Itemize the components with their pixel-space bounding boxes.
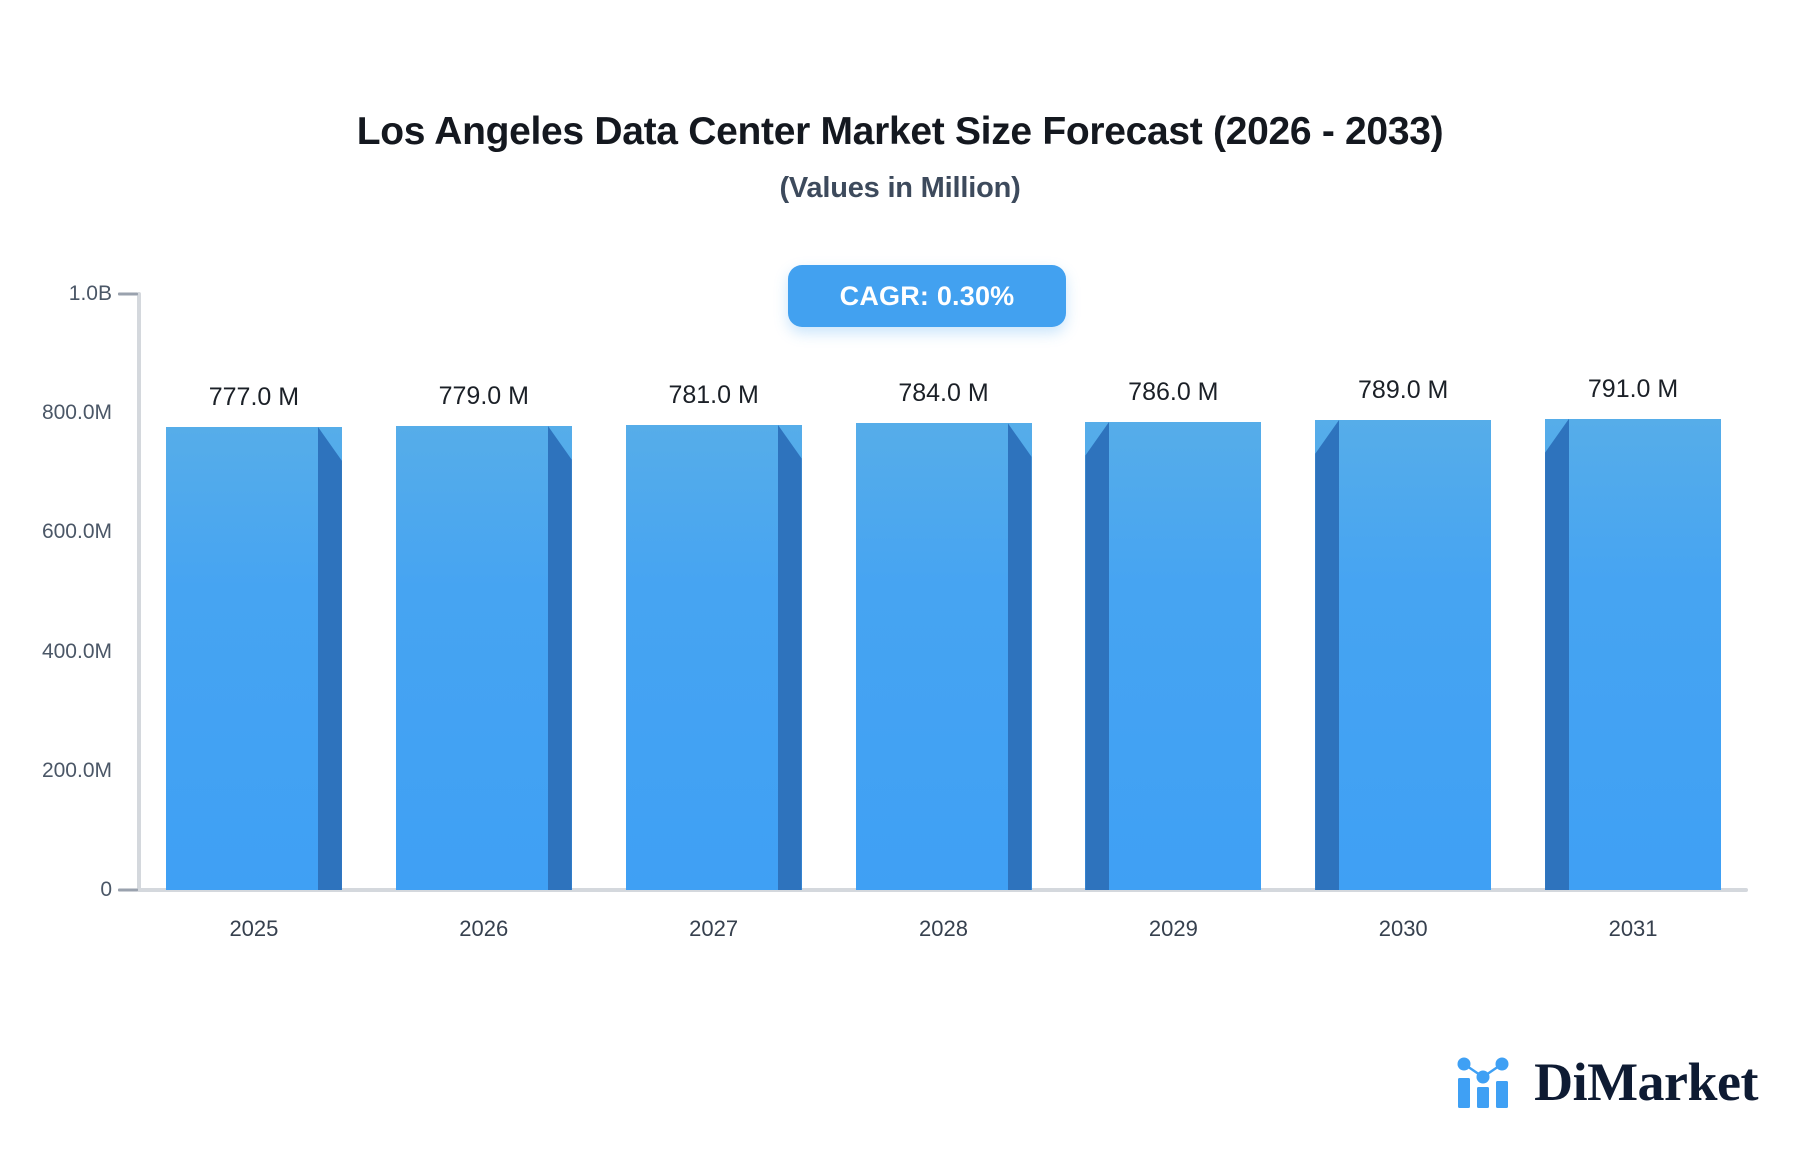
bar-item[interactable] — [855, 422, 1032, 890]
bar-front-face — [1085, 421, 1262, 890]
bar-item[interactable] — [165, 426, 342, 890]
y-axis-tick-label: 1.0B — [68, 282, 112, 305]
bar-front-face — [625, 424, 802, 890]
bar-front-face — [165, 426, 342, 890]
x-axis-tick-label: 2031 — [1608, 916, 1658, 941]
bar-value-label: 789.0 M — [1358, 375, 1449, 404]
bar-item[interactable] — [625, 424, 802, 890]
x-axis-tick-label: 2029 — [1148, 916, 1198, 941]
y-axis-line — [137, 292, 141, 892]
bar-side-face — [547, 425, 572, 890]
bar-front-face — [1315, 419, 1492, 890]
bar-side-face — [1315, 419, 1340, 890]
y-axis-tick-label: 600.0M — [41, 520, 112, 544]
bar-value-label: 781.0 M — [668, 380, 759, 409]
bar-side-face — [1007, 422, 1032, 890]
x-axis-tick-label: 2027 — [689, 916, 739, 941]
bar-chart-icon — [1457, 1057, 1509, 1108]
bar-value-label: 786.0 M — [1128, 377, 1219, 406]
bar-side-face — [1085, 421, 1110, 890]
bar-item[interactable] — [1085, 421, 1262, 890]
bar-value-label: 777.0 M — [208, 382, 300, 411]
x-axis-tick-label: 2028 — [919, 916, 968, 941]
bar-front-face — [1545, 418, 1722, 890]
x-axis-line — [137, 888, 1748, 892]
bar-value-label: 791.0 M — [1587, 374, 1679, 403]
bar-item[interactable] — [1545, 418, 1722, 890]
dimarket-logo: DiMarket — [1456, 1054, 1758, 1110]
chart-subtitle: (Values in Million) — [779, 172, 1021, 204]
logo-text: DiMarket — [1534, 1052, 1758, 1112]
bar-front-face — [855, 422, 1032, 890]
bar-value-label: 784.0 M — [898, 378, 989, 407]
y-axis-tick-label: 0 — [100, 878, 112, 901]
y-axis-tick-label: 800.0M — [41, 401, 112, 425]
x-axis-tick-label: 2030 — [1378, 916, 1428, 941]
bar-side-face — [317, 426, 342, 890]
bar-side-face — [1545, 418, 1570, 890]
cagr-badge: CAGR: 0.30% — [788, 265, 1066, 327]
bar-front-face — [395, 425, 572, 890]
bar-side-face — [777, 424, 802, 890]
bar-value-label: 779.0 M — [438, 381, 529, 410]
bar-item[interactable] — [395, 425, 572, 890]
y-axis-tick-label: 200.0M — [41, 758, 112, 782]
x-axis-tick-label: 2025 — [229, 916, 279, 941]
chart-title: Los Angeles Data Center Market Size Fore… — [356, 110, 1444, 153]
y-axis-tick-mark — [118, 888, 138, 892]
x-axis-tick-label: 2026 — [459, 916, 509, 941]
bar-item[interactable] — [1315, 419, 1492, 890]
y-axis-tick-label: 400.0M — [41, 639, 112, 663]
y-axis-tick-mark — [118, 292, 138, 296]
y-axis-tick-group: 0 200.0M 400.0M 600.0M 800.0M 1.0B — [0, 0, 138, 1156]
cagr-badge-label: CAGR: 0.30% — [839, 280, 1015, 311]
